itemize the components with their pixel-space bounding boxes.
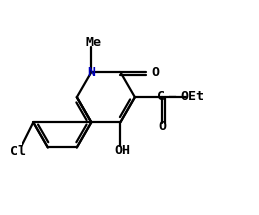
Text: C: C [157, 90, 165, 103]
Text: OEt: OEt [181, 90, 205, 103]
Text: O: O [151, 66, 159, 78]
Text: Cl: Cl [10, 145, 26, 158]
Text: N: N [87, 66, 95, 78]
Text: OH: OH [114, 144, 131, 157]
Text: O: O [159, 120, 166, 133]
Text: —: — [169, 90, 176, 103]
Text: Me: Me [85, 36, 101, 49]
